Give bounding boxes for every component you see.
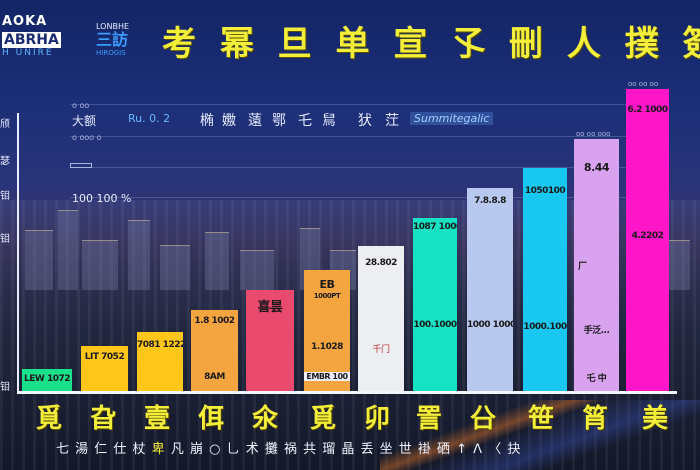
gridline [70, 136, 650, 137]
bar-label: 乇 中 [586, 374, 607, 384]
bar-1: LEW 1072 [22, 369, 72, 391]
bar-label: 6.2 1000 [627, 105, 668, 115]
legend-row-item: 舃 [322, 113, 336, 129]
x-category: 旮 [90, 404, 117, 434]
bar-label: 1000 1000 [467, 320, 513, 330]
bar-label: 1000.100 [523, 322, 567, 332]
legend-row-item: 嫐 [222, 113, 236, 129]
logo-left-line2: ABRHA [2, 32, 61, 48]
x-category: 覓 [36, 404, 63, 434]
x-category: 佴 [198, 404, 225, 434]
x-category: 筲 [582, 404, 609, 434]
skyline-decoration [0, 200, 700, 290]
legend-brand-badge: Summitegalic [410, 112, 494, 125]
brand-logo-left: AOKA ABRHA H UNIRE [2, 14, 82, 64]
bar-label: 1.8 1002 [194, 316, 235, 326]
footnote-highlight: 卑 [151, 442, 166, 457]
bar-12: 6.2 1000 4.2202 [626, 89, 669, 391]
x-category: 覓 [310, 404, 337, 434]
legend-swatch [70, 163, 92, 168]
x-category: 壹 [144, 404, 171, 434]
bar-top-note: oo oo oo [628, 80, 659, 88]
chart-title: 考 幂 旦 单 宣 孓 刪 人 撲 簽 訖 犑 禳 [162, 24, 700, 64]
bar-label: 7.8.8.8 [474, 196, 506, 206]
y-tick: 钼 [0, 191, 10, 202]
y-tick: 钼 [0, 234, 10, 245]
y-tick: 钼 [0, 382, 10, 393]
brand-logo-right: LONBHE 三訪 HIROGIS [96, 22, 158, 68]
bar-4: 1.8 1002 8AM [191, 310, 238, 391]
bar-11: 8.44 厂 手泛... 乇 中 [574, 139, 619, 391]
legend-row-item: 薳 [248, 113, 262, 129]
bar-label: LIT 7052 [84, 352, 125, 362]
x-category: 詈 [416, 404, 443, 434]
legend-row-prefix: 大额 [72, 114, 97, 128]
legend-small-mid: o ooo o [72, 133, 102, 142]
bar-label: 喜昙 [257, 300, 283, 315]
bar-label: 1000PT [313, 292, 341, 300]
bar-label: 1.1028 [311, 342, 343, 352]
logo-left-line1: AOKA [2, 14, 48, 29]
bar-label: 8AM [204, 372, 225, 382]
footnote-prefix: 七 湯 仁 仕 杖 [56, 442, 152, 457]
bar-label: 100.1000 [413, 320, 457, 330]
logo-right-line1: LONBHE [96, 22, 130, 31]
y-tick: 瑟 [0, 156, 10, 167]
legend-row-item: 椭 [200, 113, 214, 129]
bar-label: EMBR 100 [304, 372, 350, 381]
bar-label: 1087 1000 [413, 222, 457, 232]
bar-label: 手泛... [583, 326, 610, 336]
legend-row-item: 犾 [358, 113, 372, 129]
bar-6: EB 1000PT 1.1028 EMBR 100 [304, 270, 350, 391]
bar-2: LIT 7052 [81, 346, 128, 391]
legend-row-item: Ru. 0. 2 [128, 112, 171, 125]
x-category: 笹 [528, 404, 555, 434]
bar-label: 4.2202 [631, 231, 664, 241]
bar-9: 7.8.8.8 1000 1000 [467, 188, 513, 391]
legend-row-item: 茳 [385, 113, 399, 129]
logo-left-line3: H UNIRE [2, 48, 54, 58]
bar-label: 厂 [578, 262, 587, 272]
bar-label: 28.802 [365, 258, 397, 268]
bar-label: 7081 1222 [137, 340, 183, 350]
legend-row-item: 乇 [298, 113, 312, 129]
bar-top-note: oo oo ooo [576, 130, 611, 138]
x-category: 卯 [364, 404, 391, 434]
bar-label: 千门 [372, 345, 390, 355]
legend-scale-label: 100 100 % [72, 192, 132, 205]
bar-label: LEW 1072 [24, 374, 71, 384]
bar-8: 1087 1000 100.1000 [413, 218, 457, 391]
bar-label: EB [319, 278, 335, 291]
x-category-labels: 覓 旮 壹 佴 氽 覓 卯 詈 㕣 笹 筲 美 [30, 398, 690, 434]
x-category: 美 [642, 404, 669, 434]
footnote-suffix: 凡 崩 ○ 乚 术 攤 祸 共 瑠 晶 丢 坐 世 褂 硒 ↑ ᐱ 〈 抉 [165, 442, 522, 457]
bar-label: 1050100 [524, 186, 566, 196]
x-category: 氽 [252, 404, 279, 434]
legend-small-top: o oo [72, 101, 90, 110]
bar-5: 喜昙 [246, 290, 294, 391]
logo-right-line2: 三訪 [96, 30, 129, 49]
logo-right-line3: HIROGIS [96, 49, 126, 57]
footnote: 七 湯 仁 仕 杖 卑 凡 崩 ○ 乚 术 攤 祸 共 瑠 晶 丢 坐 世 褂 … [56, 438, 521, 457]
gridline [70, 197, 670, 198]
legend-row-item: 鄂 [272, 113, 286, 129]
y-axis-line [17, 113, 19, 393]
bar-7: 28.802 千门 [358, 246, 404, 391]
x-axis-line [17, 391, 677, 394]
bar-10: 1050100 1000.100 [523, 168, 567, 391]
gridline [70, 104, 650, 105]
bar-3: 7081 1222 [137, 332, 183, 391]
bar-label: 8.44 [583, 161, 610, 174]
gridline [70, 167, 650, 168]
light-streaks-decoration [380, 400, 700, 470]
x-category: 㕣 [470, 404, 497, 434]
y-tick: 颀 [0, 119, 10, 130]
